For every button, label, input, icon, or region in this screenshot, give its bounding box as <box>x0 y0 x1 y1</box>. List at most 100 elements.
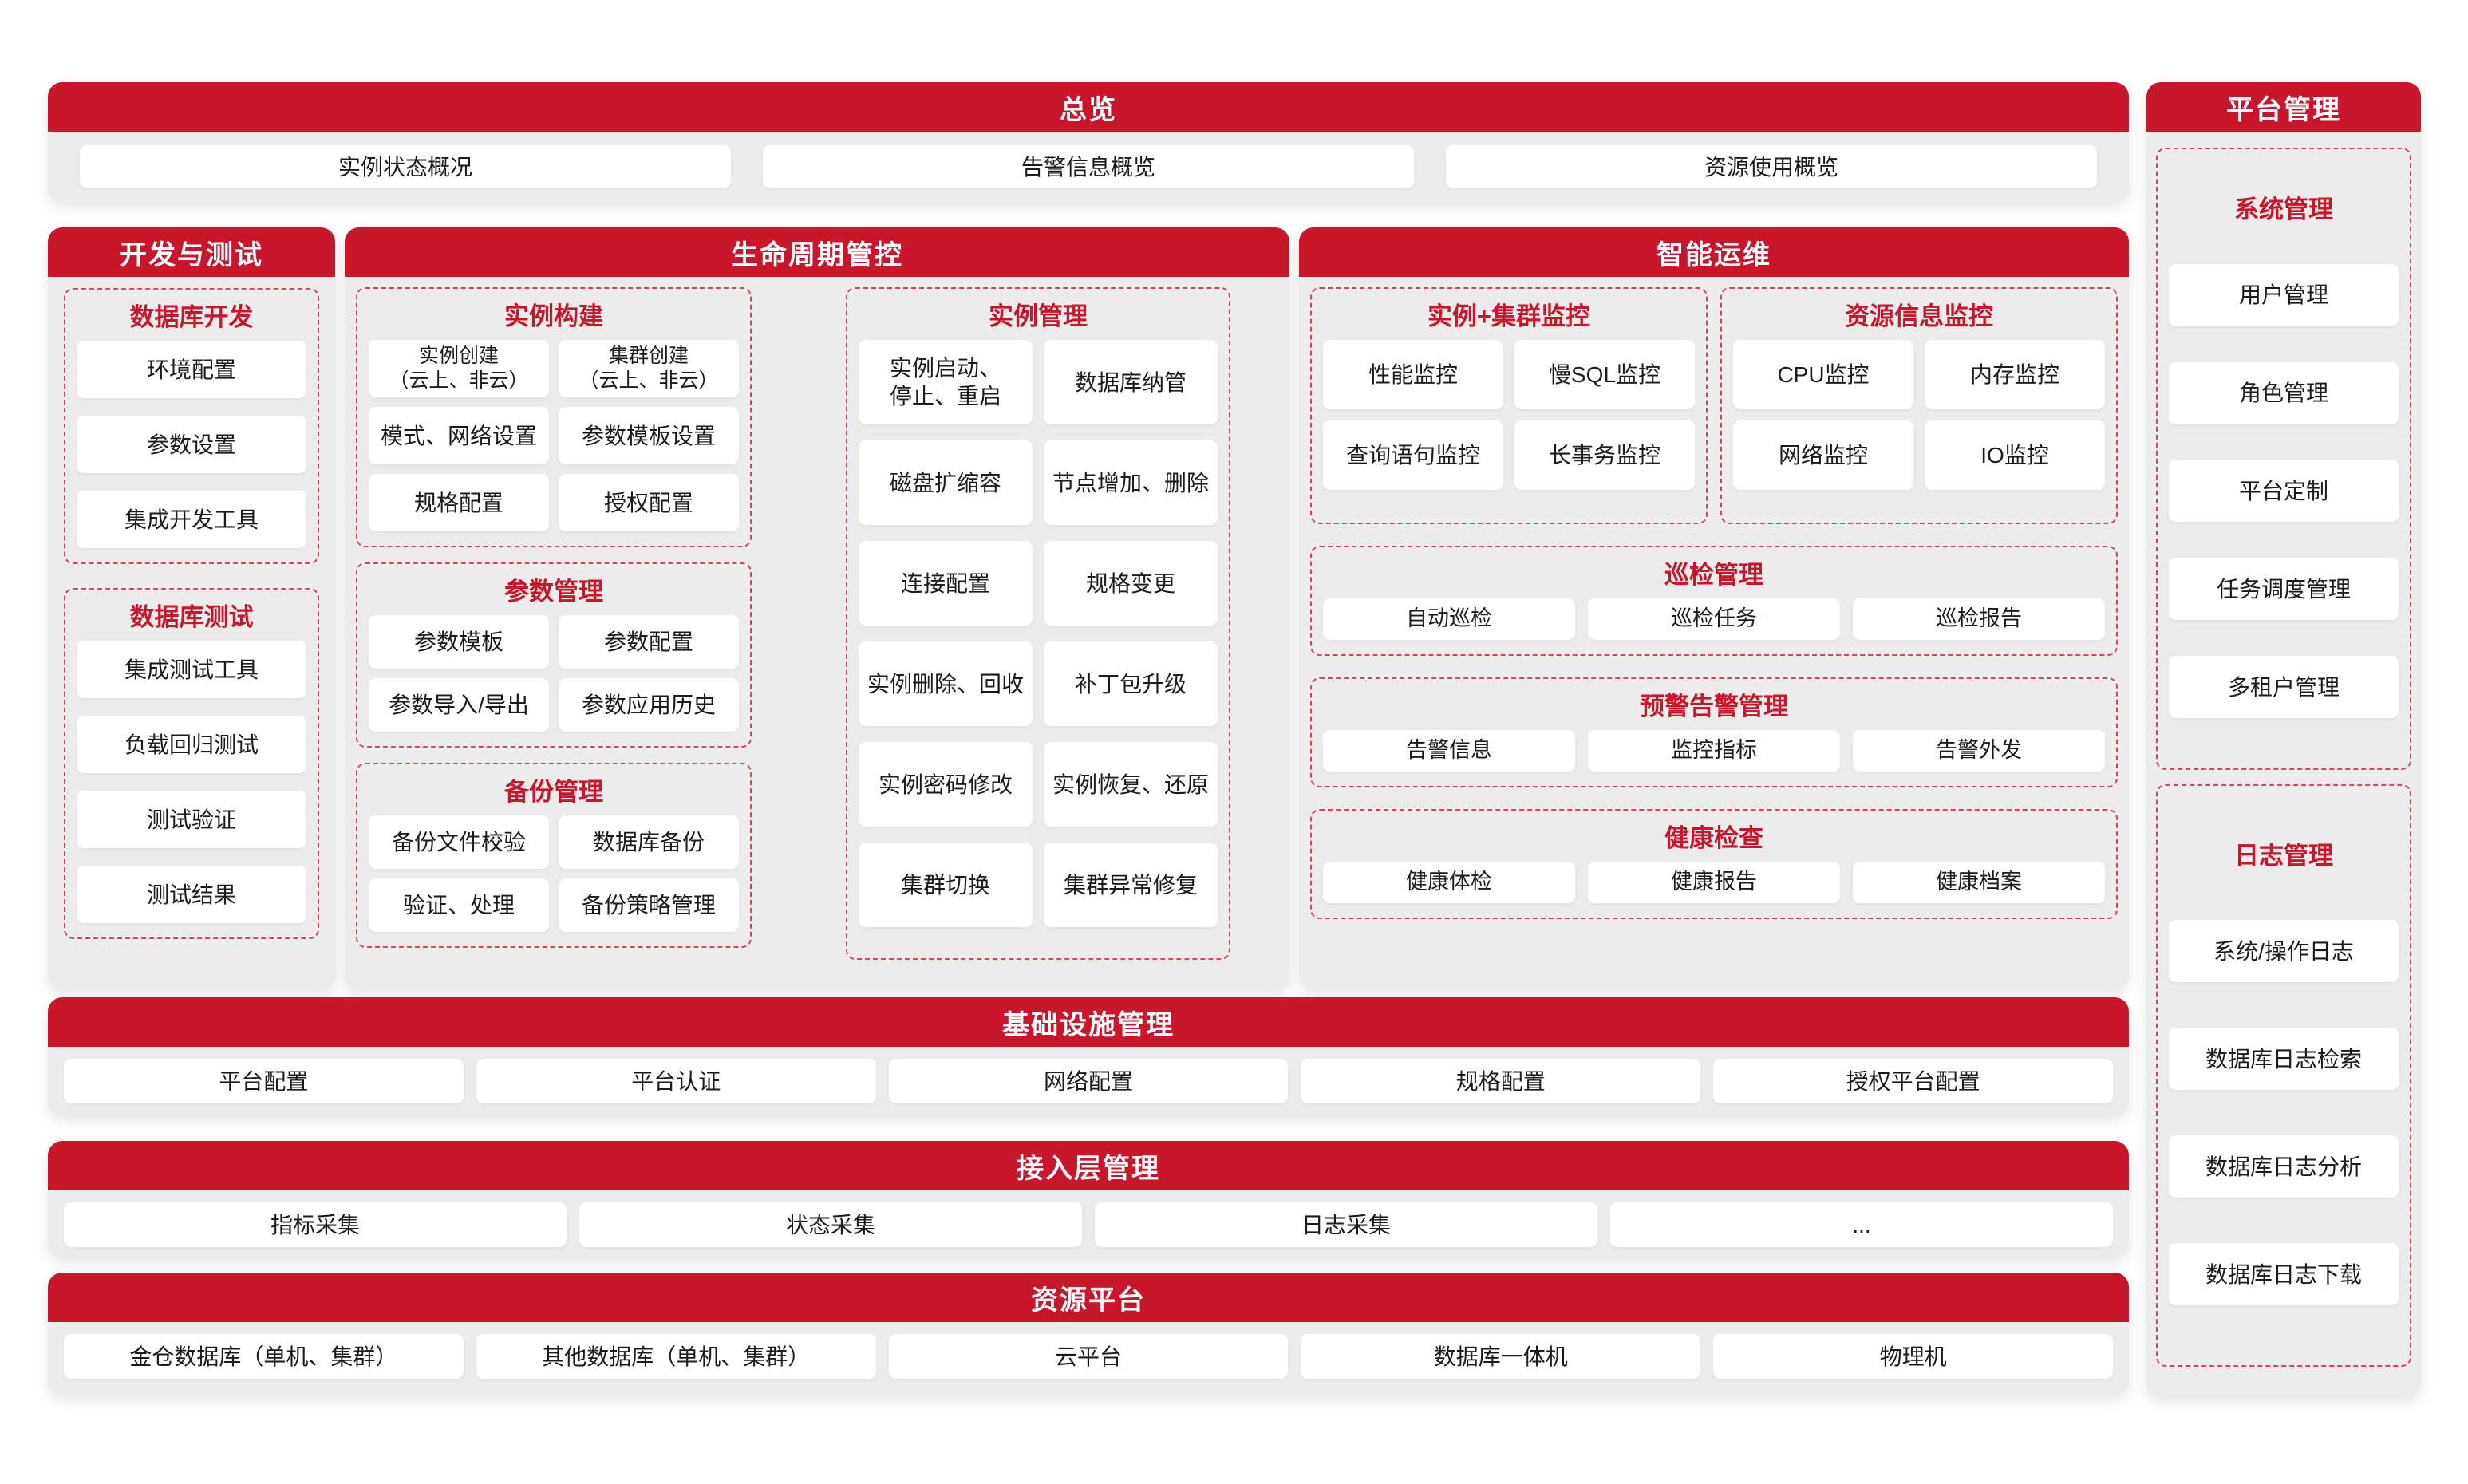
feature-box: 平台定制 <box>2169 460 2399 523</box>
section-db-testing: 数据库测试 集成测试工具 负载回归测试 测试验证 测试结果 <box>64 588 319 939</box>
feature-box: 数据库日志下载 <box>2169 1243 2399 1305</box>
section-items: 实例启动、 停止、重启 数据库纳管 磁盘扩缩容 节点增加、删除 连接配置 规格变… <box>859 340 1218 927</box>
resource-panel: 资源平台 金仓数据库（单机、集群） 其他数据库（单机、集群） 云平台 数据库一体… <box>48 1273 2129 1395</box>
feature-box: 集群创建 （云上、非云） <box>559 340 739 397</box>
feature-box: 磁盘扩缩容 <box>859 440 1033 525</box>
feature-box: 集群切换 <box>859 843 1033 927</box>
feature-box: 集成测试工具 <box>77 641 306 698</box>
section-title: 系统管理 <box>2234 195 2333 223</box>
overview-item: 实例状态概况 <box>80 145 731 188</box>
feature-box: 连接配置 <box>859 541 1033 626</box>
feature-box: 网络配置 <box>888 1059 1289 1103</box>
section-system-mgmt: 系统管理 用户管理 角色管理 平台定制 任务调度管理 多租户管理 <box>2156 148 2411 770</box>
section-title: 备份管理 <box>504 778 603 806</box>
section-title: 资源信息监控 <box>1845 302 1993 330</box>
infra-panel: 基础设施管理 平台配置 平台认证 网络配置 规格配置 授权平台配置 <box>48 997 2129 1116</box>
feature-box: 平台认证 <box>476 1059 876 1103</box>
infra-body: 平台配置 平台认证 网络配置 规格配置 授权平台配置 <box>48 1047 2129 1115</box>
lifecycle-panel: 生命周期管控 实例构建 实例创建 （云上、非云） 集群创建 （云上、非云） 模式… <box>345 227 1289 990</box>
feature-box: 模式、网络设置 <box>369 407 549 464</box>
feature-box: 补丁包升级 <box>1044 641 1218 726</box>
feature-box: 数据库日志分析 <box>2169 1135 2399 1198</box>
feature-box: IO监控 <box>1925 420 2105 490</box>
feature-box: CPU监控 <box>1733 340 1913 409</box>
feature-box: 集成开发工具 <box>77 491 306 548</box>
section-resource-monitor: 资源信息监控 CPU监控 内存监控 网络监控 IO监控 <box>1720 287 2118 524</box>
infra-header: 基础设施管理 <box>48 997 2129 1047</box>
section-instance-cluster-monitor: 实例+集群监控 性能监控 慢SQL监控 查询语句监控 长事务监控 <box>1310 287 1708 524</box>
feature-box: 授权平台配置 <box>1713 1059 2113 1103</box>
aiops-monitor-row: 实例+集群监控 性能监控 慢SQL监控 查询语句监控 长事务监控 资源信息监控 … <box>1310 287 2118 524</box>
feature-box: 实例创建 （云上、非云） <box>369 340 549 397</box>
section-title: 日志管理 <box>2234 842 2333 870</box>
feature-box: 参数设置 <box>77 416 306 473</box>
section-title: 实例管理 <box>989 302 1088 330</box>
feature-box: 备份策略管理 <box>559 878 739 932</box>
section-items: 健康体检 健康报告 健康档案 <box>1323 862 2105 903</box>
platform-header: 平台管理 <box>2146 82 2421 132</box>
feature-box: 数据库日志检索 <box>2169 1028 2399 1090</box>
section-title: 巡检管理 <box>1664 561 1763 589</box>
feature-box: 状态采集 <box>579 1202 1082 1247</box>
section-items: 实例创建 （云上、非云） 集群创建 （云上、非云） 模式、网络设置 参数模板设置… <box>369 340 739 531</box>
feature-box: 慢SQL监控 <box>1514 340 1695 409</box>
feature-box: 健康报告 <box>1588 862 1840 903</box>
section-inspection-mgmt: 巡检管理 自动巡检 巡检任务 巡检报告 <box>1310 546 2118 656</box>
aiops-body: 实例+集群监控 性能监控 慢SQL监控 查询语句监控 长事务监控 资源信息监控 … <box>1299 277 2129 929</box>
feature-box: 实例密码修改 <box>859 742 1033 827</box>
feature-box: 告警信息 <box>1323 730 1575 772</box>
dev-test-header: 开发与测试 <box>48 227 335 277</box>
feature-box: 验证、处理 <box>369 878 549 932</box>
feature-box: 节点增加、删除 <box>1044 440 1218 525</box>
section-items: 备份文件校验 数据库备份 验证、处理 备份策略管理 <box>369 815 739 932</box>
feature-box: 数据库纳管 <box>1044 340 1218 424</box>
feature-box: 用户管理 <box>2169 263 2399 326</box>
section-instance-mgmt: 实例管理 实例启动、 停止、重启 数据库纳管 磁盘扩缩容 节点增加、删除 连接配… <box>846 287 1230 960</box>
access-header: 接入层管理 <box>48 1141 2129 1190</box>
section-items: 参数模板 参数配置 参数导入/导出 参数应用历史 <box>369 615 739 732</box>
feature-box: 告警外发 <box>1853 730 2105 772</box>
section-title: 实例+集群监控 <box>1427 302 1591 330</box>
section-title: 预警告警管理 <box>1640 693 1788 720</box>
section-items: 自动巡检 巡检任务 巡检报告 <box>1323 598 2105 640</box>
overview-item: 资源使用概览 <box>1446 145 2097 188</box>
feature-box: 指标采集 <box>64 1202 567 1247</box>
section-title: 健康检查 <box>1664 824 1763 852</box>
feature-box: 负载回归测试 <box>77 716 306 773</box>
feature-box: 物理机 <box>1713 1334 2113 1379</box>
platform-body: 系统管理 用户管理 角色管理 平台定制 任务调度管理 多租户管理 日志管理 系统… <box>2146 132 2421 1383</box>
feature-box: 实例恢复、还原 <box>1044 742 1218 827</box>
overview-item: 告警信息概览 <box>763 145 1414 188</box>
feature-box: 数据库一体机 <box>1301 1334 1701 1379</box>
section-title: 数据库测试 <box>129 603 254 631</box>
section-health-check: 健康检查 健康体检 健康报告 健康档案 <box>1310 809 2118 919</box>
feature-box: 参数导入/导出 <box>369 678 549 732</box>
feature-box: 查询语句监控 <box>1323 420 1503 490</box>
feature-box: 参数模板设置 <box>559 407 739 464</box>
section-items: CPU监控 内存监控 网络监控 IO监控 <box>1733 340 2105 490</box>
feature-box: 云平台 <box>888 1334 1289 1379</box>
section-items: 环境配置 参数设置 集成开发工具 <box>77 341 306 548</box>
feature-box: 备份文件校验 <box>369 815 549 869</box>
section-alert-mgmt: 预警告警管理 告警信息 监控指标 告警外发 <box>1310 677 2118 787</box>
section-title: 实例构建 <box>504 302 603 330</box>
overview-panel: 总览 实例状态概况 告警信息概览 资源使用概览 <box>48 82 2129 202</box>
feature-box: 巡检报告 <box>1853 598 2105 640</box>
feature-box: 多租户管理 <box>2169 656 2399 719</box>
feature-box: 参数模板 <box>369 615 549 669</box>
feature-box: 参数应用历史 <box>559 678 739 732</box>
lifecycle-header: 生命周期管控 <box>345 227 1289 277</box>
feature-box: 健康档案 <box>1853 862 2105 903</box>
overview-body: 实例状态概况 告警信息概览 资源使用概览 <box>48 132 2129 202</box>
overview-header: 总览 <box>48 82 2129 132</box>
feature-box: 规格配置 <box>1301 1059 1701 1103</box>
feature-box: 长事务监控 <box>1514 420 1695 490</box>
feature-box: 网络监控 <box>1733 420 1913 490</box>
feature-box: 规格变更 <box>1044 541 1218 626</box>
section-backup-mgmt: 备份管理 备份文件校验 数据库备份 验证、处理 备份策略管理 <box>356 763 752 948</box>
section-items: 集成测试工具 负载回归测试 测试验证 测试结果 <box>77 641 306 923</box>
section-items: 性能监控 慢SQL监控 查询语句监控 长事务监控 <box>1323 340 1695 490</box>
aiops-header: 智能运维 <box>1299 227 2129 277</box>
feature-box: 参数配置 <box>559 615 739 669</box>
